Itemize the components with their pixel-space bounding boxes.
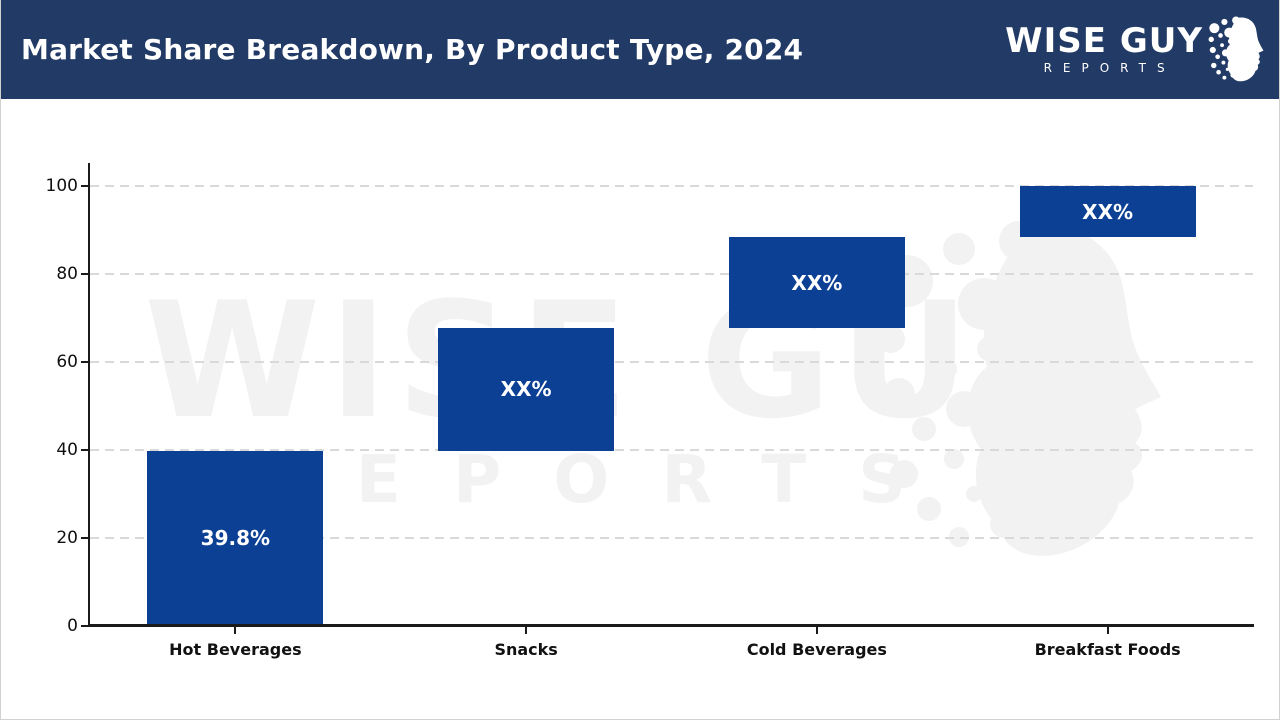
watermark-wordmark: WISE GUY — [144, 267, 1102, 454]
x-category-label-hot-beverages: Hot Beverages — [169, 640, 302, 659]
x-category-label-breakfast-foods: Breakfast Foods — [1034, 640, 1181, 659]
logo-subtext: REPORTS — [1043, 61, 1176, 76]
bar-snacks: XX% — [438, 328, 615, 451]
x-category-label-cold-beverages: Cold Beverages — [746, 640, 887, 659]
bar-value-label-hot-beverages: 39.8% — [200, 526, 271, 551]
header-bar: Market Share Breakdown, By Product Type,… — [1, 0, 1279, 99]
x-tick-cold-beverages — [815, 627, 818, 634]
x-tick-breakfast-foods — [1106, 627, 1109, 634]
y-tick-40 — [81, 449, 89, 451]
x-axis-line — [88, 624, 1254, 627]
x-tick-snacks — [525, 627, 528, 634]
bar-value-label-cold-beverages: XX% — [791, 270, 843, 295]
y-tick-label-20: 20 — [56, 528, 78, 548]
bar-value-label-breakfast-foods: XX% — [1082, 199, 1134, 224]
watermark-head-icon — [869, 219, 1169, 569]
y-axis-line — [88, 163, 90, 627]
logo-text: WISE GUY REPORTS — [1005, 20, 1203, 76]
y-tick-label-0: 0 — [67, 616, 78, 636]
gridline-100 — [90, 185, 1253, 187]
gridline-20 — [90, 537, 1253, 539]
gridline-40 — [90, 449, 1253, 451]
watermark-subtext: REPORTS — [253, 441, 958, 518]
wiseguy-logo: WISE GUY REPORTS — [1005, 15, 1265, 85]
bar-hot-beverages: 39.8% — [147, 450, 324, 626]
bar-cold-beverages: XX% — [728, 237, 905, 329]
watermark: WISE GUY REPORTS — [1, 99, 1280, 720]
bar-value-label-snacks: XX% — [500, 377, 552, 402]
wiseguy-head-icon — [1207, 15, 1265, 85]
y-tick-100 — [81, 185, 89, 187]
chart-title: Market Share Breakdown, By Product Type,… — [21, 33, 804, 66]
gridline-80 — [90, 273, 1253, 275]
y-tick-60 — [81, 361, 89, 363]
y-tick-80 — [81, 273, 89, 275]
logo-wordmark: WISE GUY — [1005, 20, 1203, 61]
chart-plot-area: WISE GUY REPORTS 39.8% XX% XX% XX% 0 20 40 60 8… — [1, 99, 1280, 720]
y-tick-20 — [81, 537, 89, 539]
gridline-60 — [90, 361, 1253, 363]
y-tick-label-80: 80 — [56, 264, 78, 284]
bar-breakfast-foods: XX% — [1019, 186, 1196, 238]
y-tick-label-40: 40 — [56, 440, 78, 460]
y-tick-label-100: 100 — [45, 176, 78, 196]
y-tick-label-60: 60 — [56, 352, 78, 372]
x-category-label-snacks: Snacks — [494, 640, 558, 659]
y-tick-0 — [81, 625, 89, 627]
x-tick-hot-beverages — [234, 627, 237, 634]
